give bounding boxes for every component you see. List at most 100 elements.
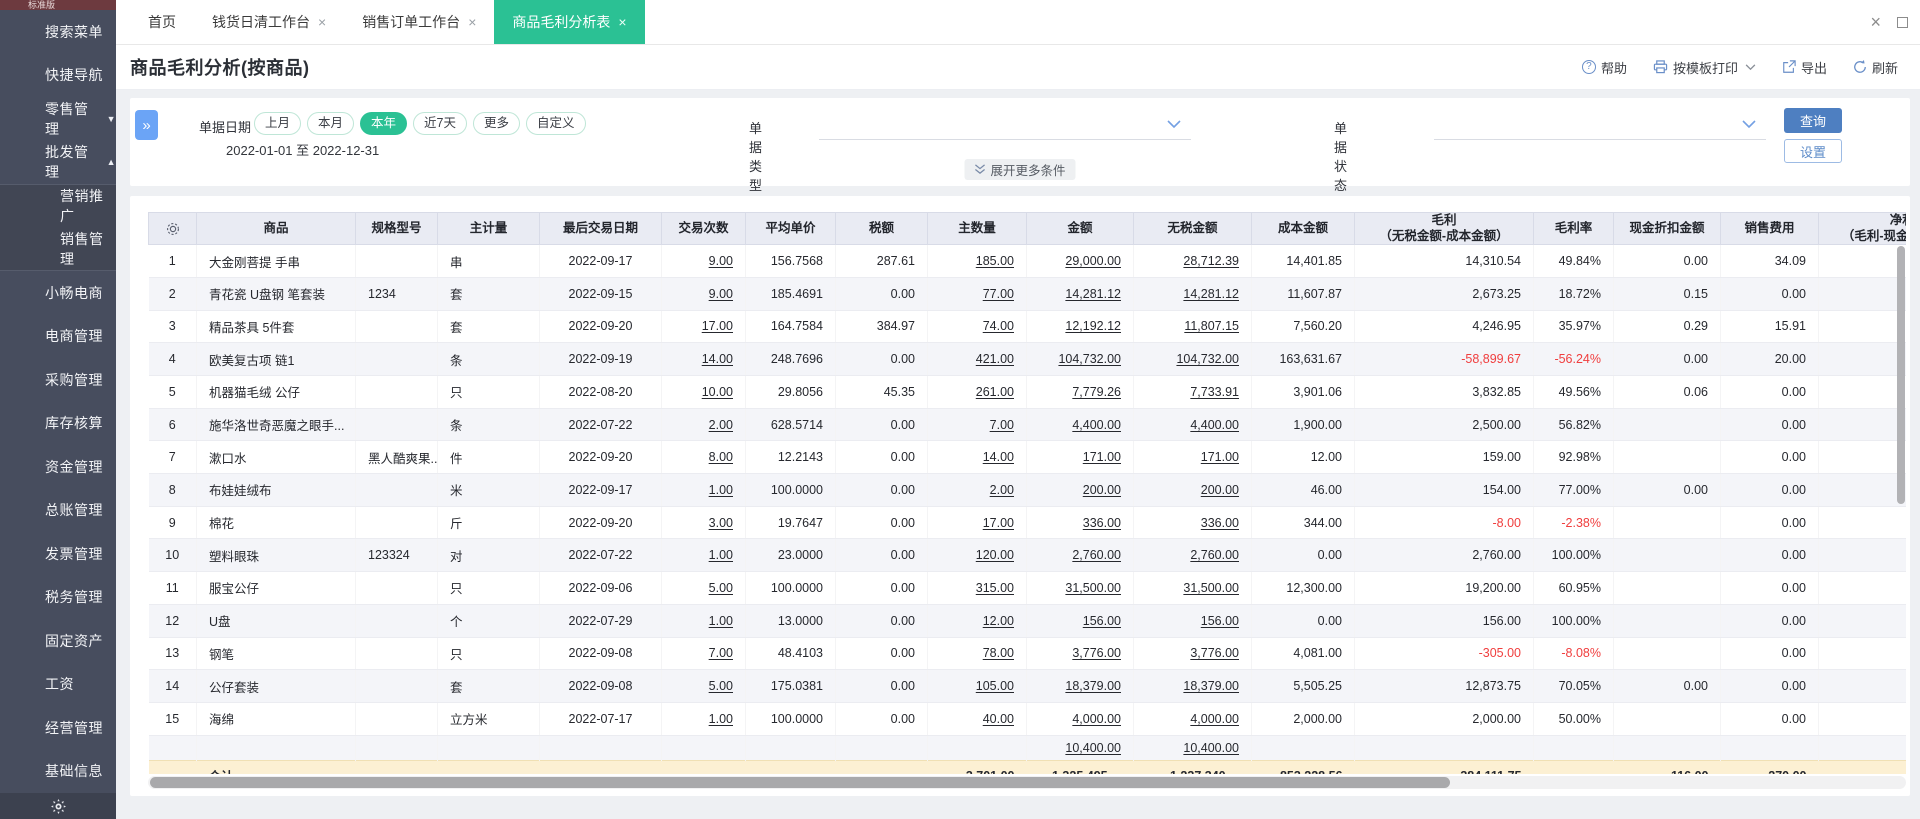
drilldown-link[interactable]: 5.00 [708, 679, 733, 694]
drilldown-link[interactable]: 3,776.00 [1190, 646, 1239, 661]
column-header-4[interactable]: 交易次数 [661, 212, 746, 246]
drilldown-link[interactable]: 10.00 [701, 384, 733, 399]
doc-status-input[interactable] [1434, 114, 1766, 140]
drilldown-link[interactable]: 77.00 [982, 286, 1014, 301]
sidebar-item-11[interactable]: 总账管理 [0, 489, 116, 533]
drilldown-link[interactable]: 104,732.00 [1176, 352, 1239, 367]
sidebar-item-1[interactable]: 快捷导航 [0, 54, 116, 98]
close-icon[interactable]: × [1870, 12, 1881, 32]
sidebar-item-3[interactable]: 批发管理 ▲ [0, 141, 116, 185]
sidebar-item-13[interactable]: 税务管理 [0, 576, 116, 620]
horizontal-scrollbar-thumb[interactable] [150, 777, 1450, 788]
column-header-11[interactable]: 毛利 （无税金额-成本金额） [1354, 212, 1534, 246]
sidebar-item-15[interactable]: 工资 [0, 663, 116, 707]
drilldown-link[interactable]: 185.00 [975, 254, 1014, 269]
sidebar-item-17[interactable]: 基础信息 [0, 750, 116, 794]
sidebar-item-8[interactable]: 采购管理 [0, 358, 116, 402]
refresh-button[interactable]: 刷新 [1853, 58, 1898, 77]
drilldown-link[interactable]: 14.00 [701, 352, 733, 367]
drilldown-link[interactable]: 2.00 [989, 482, 1014, 497]
column-header-3[interactable]: 最后交易日期 [539, 212, 662, 246]
sidebar-item-9[interactable]: 库存核算 [0, 402, 116, 446]
query-button[interactable]: 查询 [1784, 108, 1842, 133]
drilldown-link[interactable]: 156.00 [1082, 613, 1121, 628]
drilldown-link[interactable]: 31,500.00 [1183, 580, 1239, 595]
sidebar-item-10[interactable]: 资金管理 [0, 445, 116, 489]
drilldown-link[interactable]: 5.00 [708, 580, 733, 595]
drilldown-link[interactable]: 200.00 [1082, 482, 1121, 497]
tab-2[interactable]: 销售订单工作台 × [344, 0, 494, 44]
drilldown-link[interactable]: 336.00 [1200, 515, 1239, 530]
drilldown-link[interactable]: 4,000.00 [1072, 711, 1121, 726]
drilldown-link[interactable]: 11,807.15 [1184, 319, 1239, 334]
date-option-自定义[interactable]: 自定义 [526, 112, 586, 135]
column-header-9[interactable]: 无税金额 [1133, 212, 1252, 246]
drilldown-link[interactable]: 7,779.26 [1072, 384, 1121, 399]
drilldown-link[interactable]: 7.00 [989, 417, 1014, 432]
drilldown-link[interactable]: 105.00 [975, 679, 1014, 694]
sidebar-item-16[interactable]: 经营管理 [0, 706, 116, 750]
drilldown-link[interactable]: 74.00 [982, 319, 1014, 334]
drilldown-link[interactable]: 315.00 [975, 580, 1014, 595]
drilldown-link[interactable]: 10,400.00 [1183, 740, 1239, 755]
horizontal-scrollbar[interactable] [148, 776, 1906, 789]
drilldown-link[interactable]: 120.00 [975, 548, 1014, 563]
drilldown-link[interactable]: 14.00 [982, 450, 1014, 465]
drilldown-link[interactable]: 1.00 [708, 711, 733, 726]
drilldown-link[interactable]: 1.00 [708, 548, 733, 563]
column-header-10[interactable]: 成本金额 [1251, 212, 1355, 246]
drilldown-link[interactable]: 336.00 [1082, 515, 1121, 530]
tab-close-icon[interactable]: × [318, 14, 327, 30]
drilldown-link[interactable]: 8.00 [708, 450, 733, 465]
drilldown-link[interactable]: 421.00 [975, 352, 1014, 367]
column-header-5[interactable]: 平均单价 [745, 212, 836, 246]
drilldown-link[interactable]: 18,379.00 [1183, 679, 1239, 694]
print-by-template-button[interactable]: 按模板打印 [1653, 58, 1756, 77]
drilldown-link[interactable]: 261.00 [975, 384, 1014, 399]
drilldown-link[interactable]: 1.00 [708, 613, 733, 628]
column-header-2[interactable]: 主计量 [437, 212, 540, 246]
drilldown-link[interactable]: 2,760.00 [1072, 548, 1121, 563]
drilldown-link[interactable]: 1.00 [708, 482, 733, 497]
column-header-12[interactable]: 毛利率 [1533, 212, 1614, 246]
tab-3[interactable]: 商品毛利分析表 × [494, 0, 645, 44]
expand-more-conditions-button[interactable]: 展开更多条件 [964, 159, 1076, 180]
drilldown-link[interactable]: 171.00 [1200, 450, 1239, 465]
expand-icon[interactable] [1897, 17, 1908, 28]
drilldown-link[interactable]: 40.00 [982, 711, 1014, 726]
drilldown-link[interactable]: 12.00 [982, 613, 1014, 628]
drilldown-link[interactable]: 3,776.00 [1072, 646, 1121, 661]
drilldown-link[interactable]: 10,400.00 [1065, 740, 1121, 755]
drilldown-link[interactable]: 31,500.00 [1065, 580, 1121, 595]
vertical-scrollbar-thumb[interactable] [1897, 246, 1905, 504]
settings-gear-icon[interactable] [50, 798, 66, 814]
date-option-更多[interactable]: 更多 [473, 112, 521, 135]
tab-close-icon[interactable]: × [618, 14, 627, 30]
drilldown-link[interactable]: 17.00 [982, 515, 1014, 530]
drilldown-link[interactable]: 171.00 [1082, 450, 1121, 465]
drilldown-link[interactable]: 17.00 [701, 319, 733, 334]
column-settings-gear-icon[interactable] [148, 212, 197, 246]
drilldown-link[interactable]: 4,400.00 [1190, 417, 1239, 432]
drilldown-link[interactable]: 7,733.91 [1190, 384, 1239, 399]
sidebar-item-12[interactable]: 发票管理 [0, 532, 116, 576]
column-header-13[interactable]: 现金折扣金额 [1613, 212, 1721, 246]
drilldown-link[interactable]: 29,000.00 [1065, 254, 1121, 269]
drilldown-link[interactable]: 104,732.00 [1058, 352, 1121, 367]
drilldown-link[interactable]: 7.00 [708, 646, 733, 661]
tab-0[interactable]: 首页 [130, 0, 194, 44]
drilldown-link[interactable]: 200.00 [1200, 482, 1239, 497]
column-header-0[interactable]: 商品 [196, 212, 356, 246]
drilldown-link[interactable]: 28,712.39 [1183, 254, 1239, 269]
drilldown-link[interactable]: 156.00 [1200, 613, 1239, 628]
drilldown-link[interactable]: 78.00 [982, 646, 1014, 661]
sidebar-item-4[interactable]: 营销推广 [0, 184, 116, 228]
export-button[interactable]: 导出 [1782, 58, 1827, 77]
drilldown-link[interactable]: 9.00 [708, 254, 733, 269]
sidebar-item-0[interactable]: 搜索菜单 [0, 10, 116, 54]
sidebar-item-14[interactable]: 固定资产 [0, 619, 116, 663]
drilldown-link[interactable]: 3.00 [708, 515, 733, 530]
column-header-8[interactable]: 金额 [1026, 212, 1134, 246]
sidebar-item-7[interactable]: 电商管理 [0, 315, 116, 359]
drilldown-link[interactable]: 9.00 [708, 286, 733, 301]
